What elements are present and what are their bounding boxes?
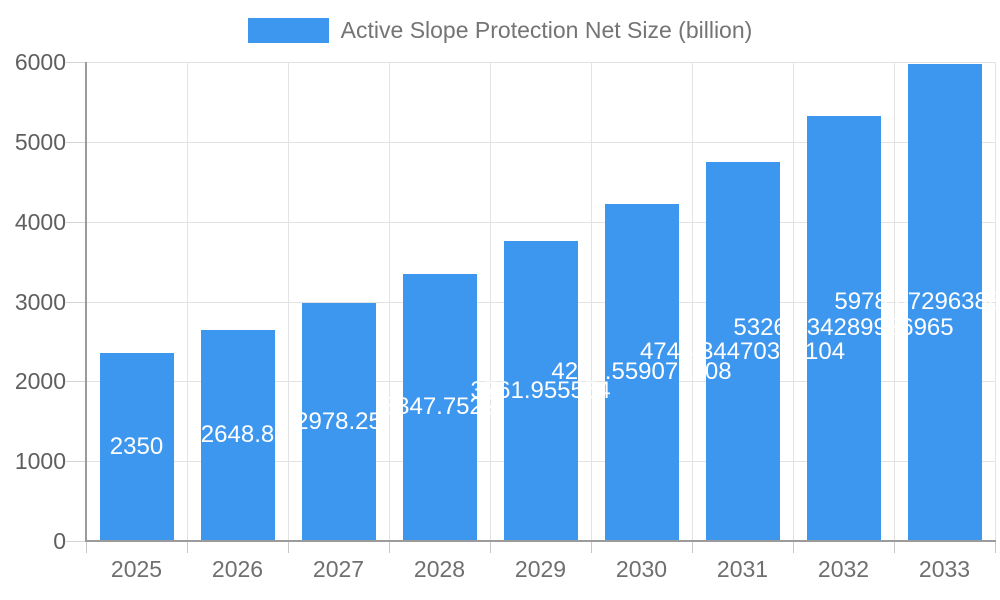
legend-swatch-icon — [247, 17, 329, 43]
x-axis-label: 2031 — [716, 556, 769, 582]
x-axis-tick — [490, 542, 491, 553]
y-axis-tick — [66, 302, 86, 303]
y-axis-label: 4000 — [14, 209, 66, 235]
bar-2032[interactable] — [806, 115, 881, 540]
x-gridline — [692, 62, 693, 541]
y-axis-label: 2000 — [14, 368, 66, 394]
x-axis-label: 2029 — [514, 556, 567, 582]
bar-2033[interactable] — [907, 63, 982, 540]
x-axis-tick — [288, 542, 289, 553]
bar-2026[interactable] — [200, 329, 275, 540]
bar-2029[interactable] — [503, 240, 578, 540]
x-gridline — [389, 62, 390, 541]
x-axis-tick — [591, 542, 592, 553]
x-axis-label: 2025 — [110, 556, 163, 582]
bar-2027[interactable] — [301, 303, 376, 540]
x-axis-tick — [86, 542, 87, 553]
x-gridline — [894, 62, 895, 541]
y-axis-label: 1000 — [14, 448, 66, 474]
x-axis-label: 2033 — [918, 556, 971, 582]
y-axis-tick — [66, 62, 86, 63]
y-axis-line — [85, 62, 87, 542]
x-axis-tick — [894, 542, 895, 553]
y-axis-tick — [66, 222, 86, 223]
y-axis-label: 3000 — [14, 289, 66, 315]
x-axis-tick — [995, 542, 996, 553]
x-gridline — [793, 62, 794, 541]
x-axis-tick — [389, 542, 390, 553]
y-axis-label: 5000 — [14, 129, 66, 155]
x-axis-label: 2026 — [211, 556, 264, 582]
y-axis-tick — [66, 381, 86, 382]
x-axis-line — [85, 540, 996, 542]
x-axis-label: 2032 — [817, 556, 870, 582]
y-axis-tick — [66, 541, 86, 542]
bar-2030[interactable] — [604, 203, 679, 540]
x-gridline — [591, 62, 592, 541]
x-axis-tick — [793, 542, 794, 553]
bar-value-label: 4223.559071208 — [551, 358, 732, 386]
y-gridline — [86, 62, 995, 63]
bar-value-label: 5978.672963889765 — [834, 288, 1000, 316]
bar-2028[interactable] — [402, 273, 477, 540]
bar-value-label: 2648.8 — [200, 421, 275, 449]
x-gridline — [995, 62, 996, 541]
x-axis-tick — [187, 542, 188, 553]
bar-value-label: 3347.7522 — [382, 393, 497, 421]
y-axis-label: 6000 — [14, 49, 66, 75]
x-gridline — [187, 62, 188, 541]
bar-2025[interactable] — [99, 353, 174, 540]
bar-2031[interactable] — [705, 162, 780, 540]
x-gridline — [288, 62, 289, 541]
y-axis-tick — [66, 461, 86, 462]
x-gridline — [490, 62, 491, 541]
y-gridline — [86, 222, 995, 223]
bar-value-label: 2350 — [109, 433, 164, 461]
bar-value-label: 2978.25 — [295, 408, 382, 436]
x-axis-tick — [692, 542, 693, 553]
bar-value-label: 5326.834289936965 — [733, 314, 954, 342]
legend[interactable]: Active Slope Protection Net Size (billio… — [0, 16, 1000, 44]
x-axis-label: 2028 — [413, 556, 466, 582]
legend-label: Active Slope Protection Net Size (billio… — [340, 17, 753, 43]
y-axis-tick — [66, 142, 86, 143]
x-axis-label: 2027 — [312, 556, 365, 582]
x-axis-label: 2030 — [615, 556, 668, 582]
y-axis-label: 0 — [53, 528, 66, 554]
bar-value-label: 4744.34470321104 — [639, 337, 846, 365]
y-gridline — [86, 142, 995, 143]
bar-value-label: 3761.955554 — [470, 376, 611, 404]
